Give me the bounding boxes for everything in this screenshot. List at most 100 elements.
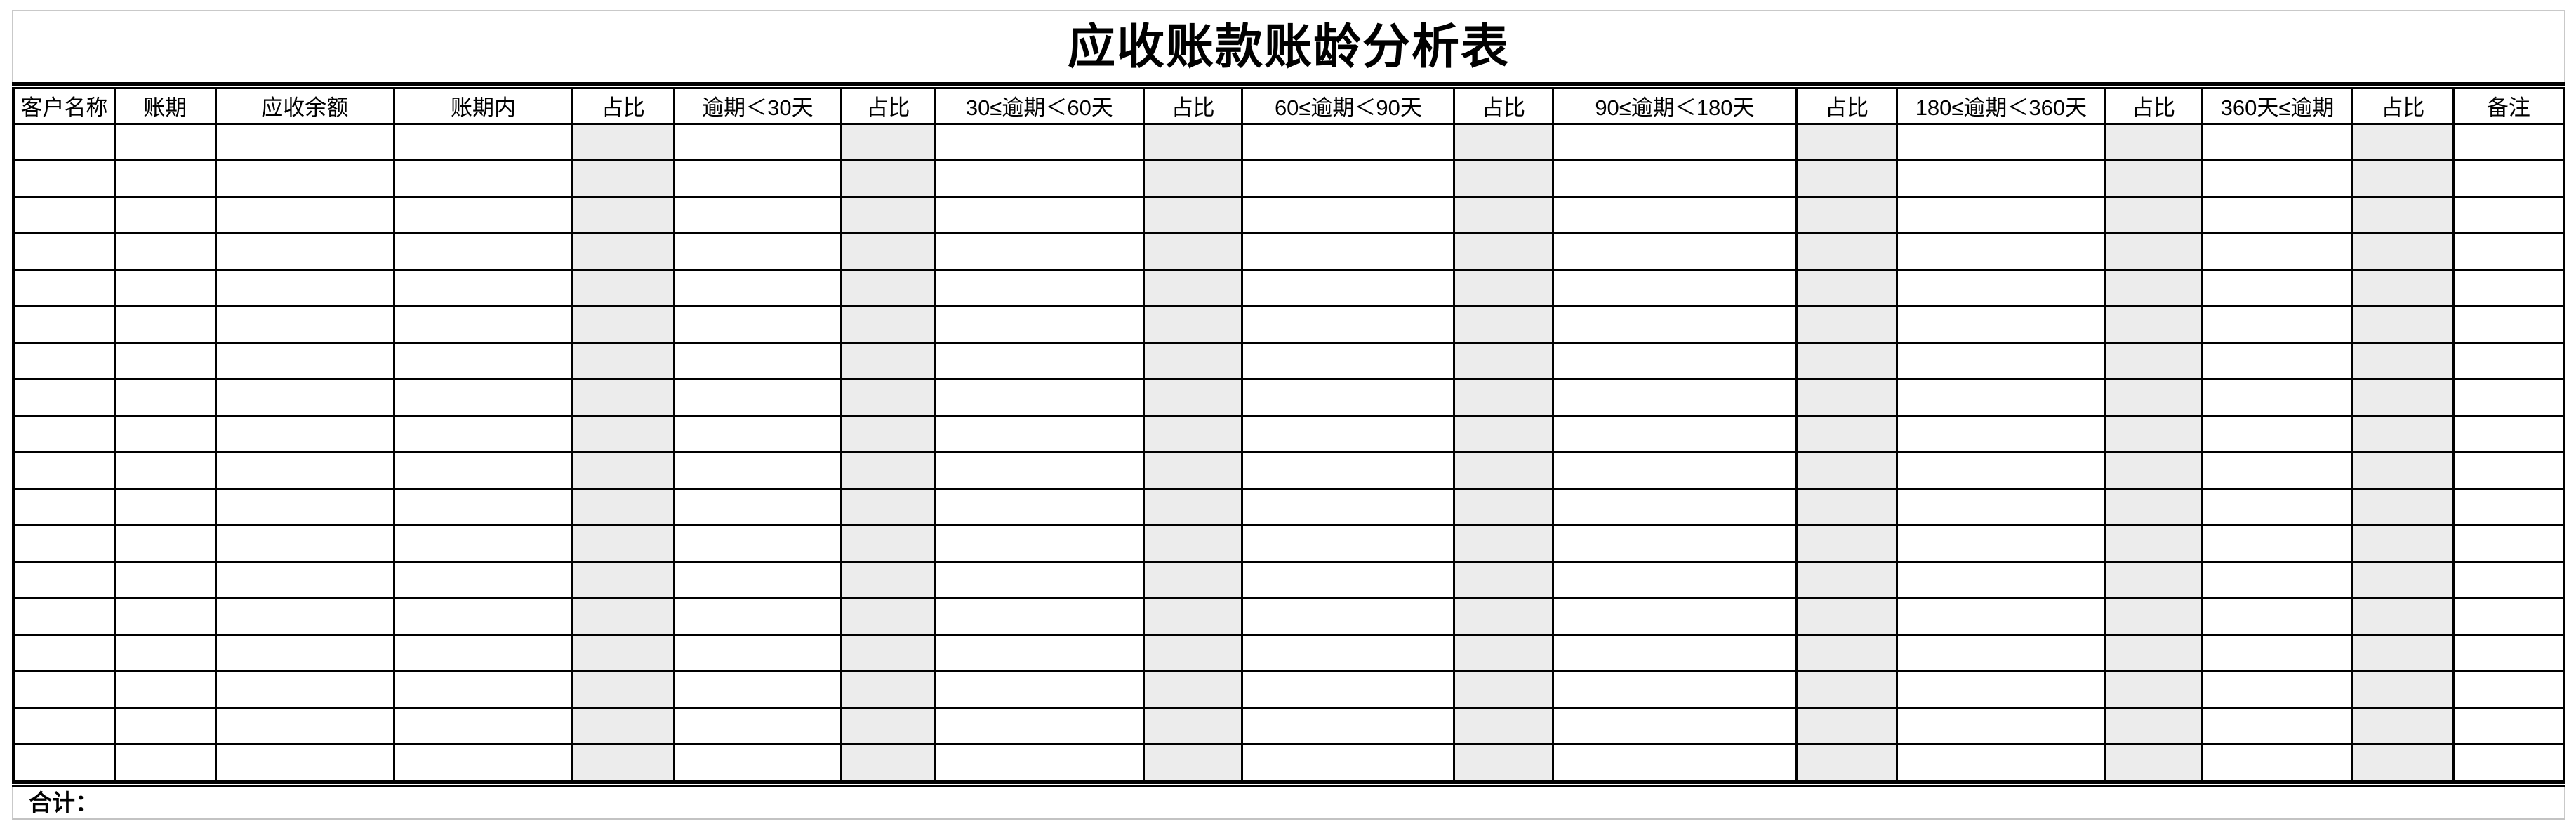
cell-overdue-under-30[interactable] [672,633,843,672]
cell-overdue-180-360[interactable] [1896,560,2106,599]
cell-ratio-overdue-over-360[interactable] [2351,706,2455,745]
cell-ratio-overdue-90-180[interactable] [1795,195,1899,234]
cell-overdue-60-90[interactable] [1241,305,1456,344]
cell-overdue-90-180[interactable] [1551,487,1798,526]
cell-ratio-overdue-30-60[interactable] [1142,159,1244,198]
cell-ratio-overdue-over-360[interactable] [2351,597,2455,636]
cell-overdue-90-180[interactable] [1551,524,1798,563]
cell-ratio-overdue-over-360[interactable] [2351,341,2455,380]
cell-overdue-over-360[interactable] [2200,122,2354,161]
cell-ratio-overdue-30-60[interactable] [1142,378,1244,417]
cell-overdue-over-360[interactable] [2200,487,2354,526]
cell-ratio-overdue-30-60[interactable] [1142,597,1244,636]
cell-overdue-over-360[interactable] [2200,597,2354,636]
cell-ratio-overdue-over-360[interactable] [2351,414,2455,453]
cell-overdue-30-60[interactable] [934,414,1145,453]
cell-ratio-overdue-30-60[interactable] [1142,670,1244,709]
cell-customer-name[interactable] [12,743,117,780]
cell-customer-name[interactable] [12,414,117,453]
cell-ratio-overdue-60-90[interactable] [1453,268,1554,307]
cell-ratio-overdue-180-360[interactable] [2104,560,2203,599]
cell-overdue-60-90[interactable] [1241,232,1456,271]
cell-credit-period[interactable] [114,378,217,417]
cell-ratio-overdue-over-360[interactable] [2351,743,2455,780]
cell-within-period[interactable] [392,122,574,161]
cell-remarks[interactable] [2452,451,2565,490]
cell-ratio-within[interactable] [571,414,675,453]
cell-ratio-within[interactable] [571,633,675,672]
cell-ratio-overdue-under-30[interactable] [840,560,936,599]
cell-credit-period[interactable] [114,341,217,380]
cell-overdue-60-90[interactable] [1241,122,1456,161]
cell-overdue-over-360[interactable] [2200,268,2354,307]
cell-overdue-180-360[interactable] [1896,597,2106,636]
cell-receivable-balance[interactable] [214,524,395,563]
cell-overdue-60-90[interactable] [1241,487,1456,526]
cell-ratio-overdue-90-180[interactable] [1795,451,1899,490]
cell-overdue-90-180[interactable] [1551,560,1798,599]
cell-overdue-30-60[interactable] [934,451,1145,490]
cell-overdue-60-90[interactable] [1241,743,1456,780]
cell-ratio-overdue-90-180[interactable] [1795,524,1899,563]
cell-overdue-90-180[interactable] [1551,305,1798,344]
cell-ratio-overdue-over-360[interactable] [2351,633,2455,672]
cell-ratio-overdue-180-360[interactable] [2104,524,2203,563]
cell-credit-period[interactable] [114,633,217,672]
cell-remarks[interactable] [2452,670,2565,709]
cell-ratio-within[interactable] [571,232,675,271]
cell-customer-name[interactable] [12,524,117,563]
cell-receivable-balance[interactable] [214,560,395,599]
cell-ratio-overdue-60-90[interactable] [1453,195,1554,234]
cell-ratio-overdue-60-90[interactable] [1453,487,1554,526]
cell-ratio-overdue-60-90[interactable] [1453,633,1554,672]
cell-customer-name[interactable] [12,560,117,599]
cell-ratio-overdue-180-360[interactable] [2104,232,2203,271]
cell-customer-name[interactable] [12,232,117,271]
cell-ratio-within[interactable] [571,670,675,709]
cell-overdue-30-60[interactable] [934,560,1145,599]
cell-ratio-overdue-30-60[interactable] [1142,706,1244,745]
cell-ratio-overdue-30-60[interactable] [1142,487,1244,526]
cell-overdue-90-180[interactable] [1551,706,1798,745]
cell-overdue-30-60[interactable] [934,122,1145,161]
cell-ratio-overdue-90-180[interactable] [1795,743,1899,780]
cell-ratio-overdue-under-30[interactable] [840,487,936,526]
cell-ratio-overdue-over-360[interactable] [2351,305,2455,344]
cell-ratio-overdue-60-90[interactable] [1453,122,1554,161]
cell-overdue-under-30[interactable] [672,268,843,307]
cell-within-period[interactable] [392,451,574,490]
cell-overdue-over-360[interactable] [2200,195,2354,234]
cell-overdue-90-180[interactable] [1551,414,1798,453]
cell-ratio-overdue-under-30[interactable] [840,305,936,344]
cell-within-period[interactable] [392,159,574,198]
cell-overdue-under-30[interactable] [672,743,843,780]
cell-remarks[interactable] [2452,633,2565,672]
cell-ratio-overdue-under-30[interactable] [840,743,936,780]
cell-ratio-within[interactable] [571,378,675,417]
cell-ratio-overdue-60-90[interactable] [1453,159,1554,198]
cell-within-period[interactable] [392,232,574,271]
cell-receivable-balance[interactable] [214,232,395,271]
cell-overdue-30-60[interactable] [934,487,1145,526]
cell-ratio-overdue-60-90[interactable] [1453,232,1554,271]
cell-ratio-overdue-180-360[interactable] [2104,268,2203,307]
cell-remarks[interactable] [2452,232,2565,271]
cell-credit-period[interactable] [114,451,217,490]
cell-ratio-overdue-30-60[interactable] [1142,305,1244,344]
cell-overdue-under-30[interactable] [672,597,843,636]
cell-ratio-overdue-90-180[interactable] [1795,706,1899,745]
cell-ratio-overdue-under-30[interactable] [840,232,936,271]
cell-overdue-under-30[interactable] [672,670,843,709]
cell-ratio-within[interactable] [571,122,675,161]
cell-overdue-over-360[interactable] [2200,451,2354,490]
cell-credit-period[interactable] [114,268,217,307]
cell-overdue-180-360[interactable] [1896,414,2106,453]
total-value-cell[interactable] [98,787,2564,818]
cell-overdue-60-90[interactable] [1241,341,1456,380]
cell-ratio-overdue-90-180[interactable] [1795,597,1899,636]
cell-ratio-overdue-180-360[interactable] [2104,341,2203,380]
cell-overdue-180-360[interactable] [1896,670,2106,709]
cell-overdue-over-360[interactable] [2200,743,2354,780]
cell-overdue-30-60[interactable] [934,305,1145,344]
cell-ratio-overdue-90-180[interactable] [1795,159,1899,198]
